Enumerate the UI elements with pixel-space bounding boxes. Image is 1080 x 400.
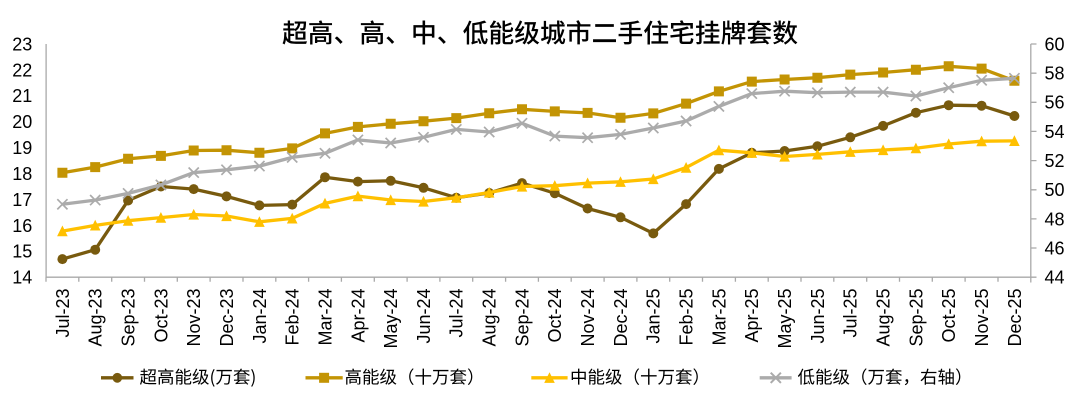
svg-text:Oct-25: Oct-25	[939, 289, 959, 343]
svg-text:Jan-24: Jan-24	[250, 289, 270, 344]
svg-text:Apr-24: Apr-24	[348, 289, 368, 343]
svg-text:Aug-25: Aug-25	[874, 289, 894, 347]
svg-text:Dec-24: Dec-24	[611, 289, 631, 347]
svg-text:23: 23	[12, 34, 32, 54]
svg-text:44: 44	[1045, 268, 1065, 288]
svg-text:16: 16	[12, 216, 32, 236]
svg-text:Nov-25: Nov-25	[972, 289, 992, 347]
svg-text:Aug-23: Aug-23	[86, 289, 106, 347]
svg-text:Jul-25: Jul-25	[841, 289, 861, 338]
svg-text:Dec-25: Dec-25	[1005, 289, 1025, 347]
svg-text:Sep-23: Sep-23	[119, 289, 139, 347]
svg-text:50: 50	[1045, 180, 1065, 200]
svg-text:Jul-24: Jul-24	[447, 289, 467, 338]
svg-text:Nov-24: Nov-24	[578, 289, 598, 347]
svg-text:Jun-24: Jun-24	[414, 289, 434, 344]
svg-text:48: 48	[1045, 209, 1065, 229]
svg-text:52: 52	[1045, 151, 1065, 171]
svg-text:Nov-23: Nov-23	[184, 289, 204, 347]
svg-text:22: 22	[12, 60, 32, 80]
svg-text:18: 18	[12, 164, 32, 184]
svg-text:May-25: May-25	[775, 289, 795, 349]
svg-text:Jun-25: Jun-25	[808, 289, 828, 344]
svg-text:Oct-24: Oct-24	[545, 289, 565, 343]
svg-text:19: 19	[12, 138, 32, 158]
svg-text:Feb-25: Feb-25	[677, 289, 697, 346]
svg-text:Feb-24: Feb-24	[283, 289, 303, 346]
svg-text:Dec-23: Dec-23	[217, 289, 237, 347]
svg-text:Sep-25: Sep-25	[906, 289, 926, 347]
svg-text:60: 60	[1045, 34, 1065, 54]
svg-text:Apr-25: Apr-25	[742, 289, 762, 343]
svg-text:54: 54	[1045, 122, 1065, 142]
svg-text:Jan-25: Jan-25	[644, 289, 664, 344]
svg-text:Mar-25: Mar-25	[709, 289, 729, 346]
svg-text:15: 15	[12, 242, 32, 262]
svg-text:17: 17	[12, 190, 32, 210]
svg-text:20: 20	[12, 112, 32, 132]
svg-text:Aug-24: Aug-24	[480, 289, 500, 347]
svg-text:21: 21	[12, 86, 32, 106]
svg-text:Jul-23: Jul-23	[53, 289, 73, 338]
svg-text:46: 46	[1045, 238, 1065, 258]
svg-text:Oct-23: Oct-23	[151, 289, 171, 343]
svg-text:Mar-24: Mar-24	[315, 289, 335, 346]
svg-text:56: 56	[1045, 93, 1065, 113]
svg-text:Sep-24: Sep-24	[512, 289, 532, 347]
svg-text:58: 58	[1045, 64, 1065, 84]
svg-text:14: 14	[12, 268, 32, 288]
svg-text:May-24: May-24	[381, 289, 401, 349]
